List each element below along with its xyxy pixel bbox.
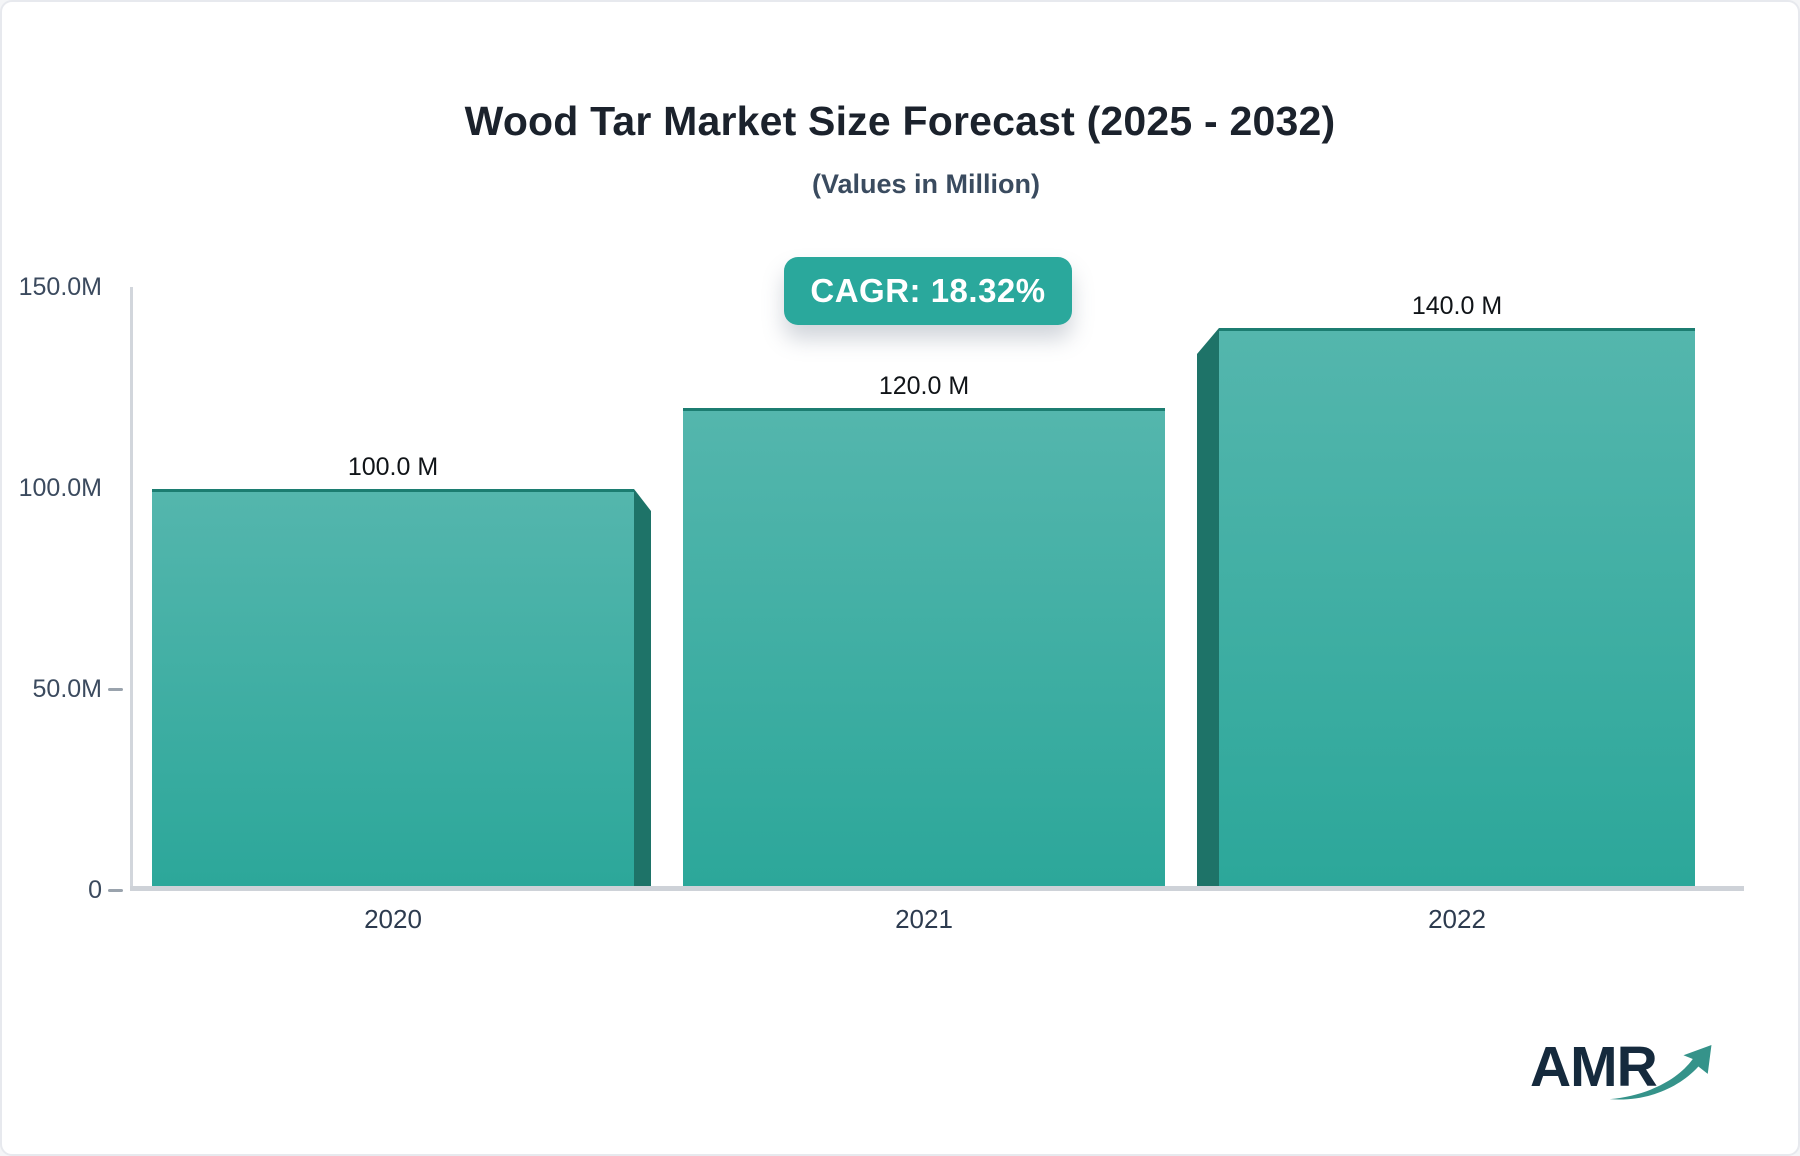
- x-axis-line: [130, 886, 1744, 891]
- y-axis-tick-label: 50.0M: [32, 675, 102, 703]
- cagr-badge: CAGR: 18.32%: [784, 257, 1072, 325]
- bar-value-label: 120.0 M: [878, 372, 970, 400]
- y-axis-tick: [108, 889, 123, 892]
- growth-arrow-icon: [1609, 1045, 1712, 1100]
- bar-value-label: 140.0 M: [1411, 292, 1503, 320]
- bar-2020: [152, 489, 634, 886]
- bar-2020-3d-side: [634, 489, 651, 886]
- bar-value-label: 100.0 M: [347, 453, 439, 481]
- y-axis-tick: [108, 688, 123, 691]
- x-axis-label: 2020: [364, 904, 422, 934]
- chart-subtitle: (Values in Million): [811, 169, 1041, 199]
- x-axis-label: 2021: [895, 904, 953, 934]
- bar-2022: [1219, 328, 1695, 886]
- bar-2021: [683, 408, 1165, 886]
- y-axis-tick-label: 0: [88, 876, 102, 904]
- y-axis-tick-label: 150.0M: [18, 273, 102, 301]
- y-axis-tick-label: 100.0M: [18, 474, 102, 502]
- bar-2022-3d-side: [1197, 328, 1219, 886]
- y-axis-line: [130, 287, 133, 888]
- amr-logo-text: AMR: [1530, 1035, 1658, 1099]
- amr-logo: AMR: [1530, 1034, 1730, 1114]
- chart-title: Wood Tar Market Size Forecast (2025 - 20…: [464, 98, 1336, 144]
- x-axis-label: 2022: [1428, 904, 1486, 934]
- cagr-badge-label: CAGR: 18.32%: [810, 272, 1046, 309]
